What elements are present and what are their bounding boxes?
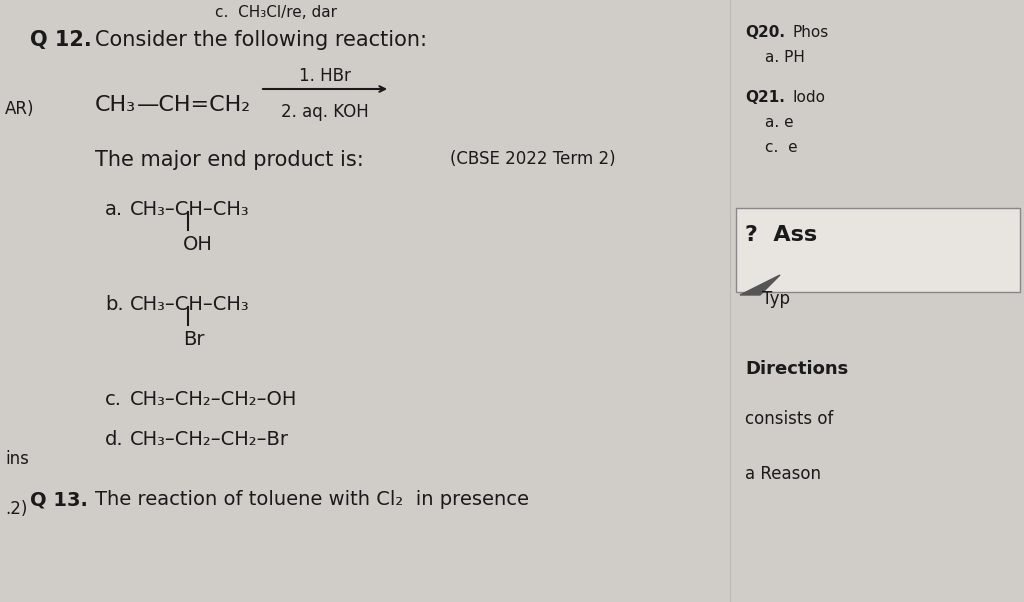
Text: Typ: Typ bbox=[762, 290, 790, 308]
FancyBboxPatch shape bbox=[736, 208, 1020, 292]
Text: The reaction of toluene with Cl₂  in presence: The reaction of toluene with Cl₂ in pres… bbox=[95, 490, 529, 509]
Text: a.: a. bbox=[105, 200, 123, 219]
Text: CH₃–CH₂–CH₂–Br: CH₃–CH₂–CH₂–Br bbox=[130, 430, 289, 449]
Text: Q20.: Q20. bbox=[745, 25, 785, 40]
Polygon shape bbox=[740, 275, 780, 295]
Text: 2. aq. KOH: 2. aq. KOH bbox=[282, 103, 369, 121]
Text: —CH=CH₂: —CH=CH₂ bbox=[137, 95, 251, 115]
Text: ?  Ass: ? Ass bbox=[745, 225, 817, 245]
Text: a Reason: a Reason bbox=[745, 465, 821, 483]
Text: d.: d. bbox=[105, 430, 124, 449]
Text: c.: c. bbox=[105, 390, 122, 409]
Text: OH: OH bbox=[183, 235, 213, 254]
Text: The major end product is:: The major end product is: bbox=[95, 150, 364, 170]
Text: c.  e: c. e bbox=[765, 140, 798, 155]
Text: Q 13.: Q 13. bbox=[30, 490, 88, 509]
Text: .2): .2) bbox=[5, 500, 28, 518]
Text: (CBSE 2022 Term 2): (CBSE 2022 Term 2) bbox=[450, 150, 615, 168]
Text: CH₃: CH₃ bbox=[95, 95, 136, 115]
Text: b.: b. bbox=[105, 295, 124, 314]
Text: a. e: a. e bbox=[765, 115, 794, 130]
Text: CH₃–CH₂–CH₂–OH: CH₃–CH₂–CH₂–OH bbox=[130, 390, 297, 409]
Text: Directions: Directions bbox=[745, 360, 848, 378]
Text: CH₃–CH–CH₃: CH₃–CH–CH₃ bbox=[130, 200, 250, 219]
Text: Q 12.: Q 12. bbox=[30, 30, 92, 50]
Text: Iodo: Iodo bbox=[793, 90, 826, 105]
Text: Br: Br bbox=[183, 330, 205, 349]
Text: ins: ins bbox=[5, 450, 29, 468]
Text: Consider the following reaction:: Consider the following reaction: bbox=[95, 30, 427, 50]
Text: 1. HBr: 1. HBr bbox=[299, 67, 351, 85]
Text: Phos: Phos bbox=[793, 25, 829, 40]
Text: consists of: consists of bbox=[745, 410, 834, 428]
Text: Q21.: Q21. bbox=[745, 90, 784, 105]
Text: a. PH: a. PH bbox=[765, 50, 805, 65]
Text: AR): AR) bbox=[5, 100, 35, 118]
Text: CH₃–CH–CH₃: CH₃–CH–CH₃ bbox=[130, 295, 250, 314]
Text: c.  CH₃Cl/re, dar: c. CH₃Cl/re, dar bbox=[215, 5, 337, 20]
